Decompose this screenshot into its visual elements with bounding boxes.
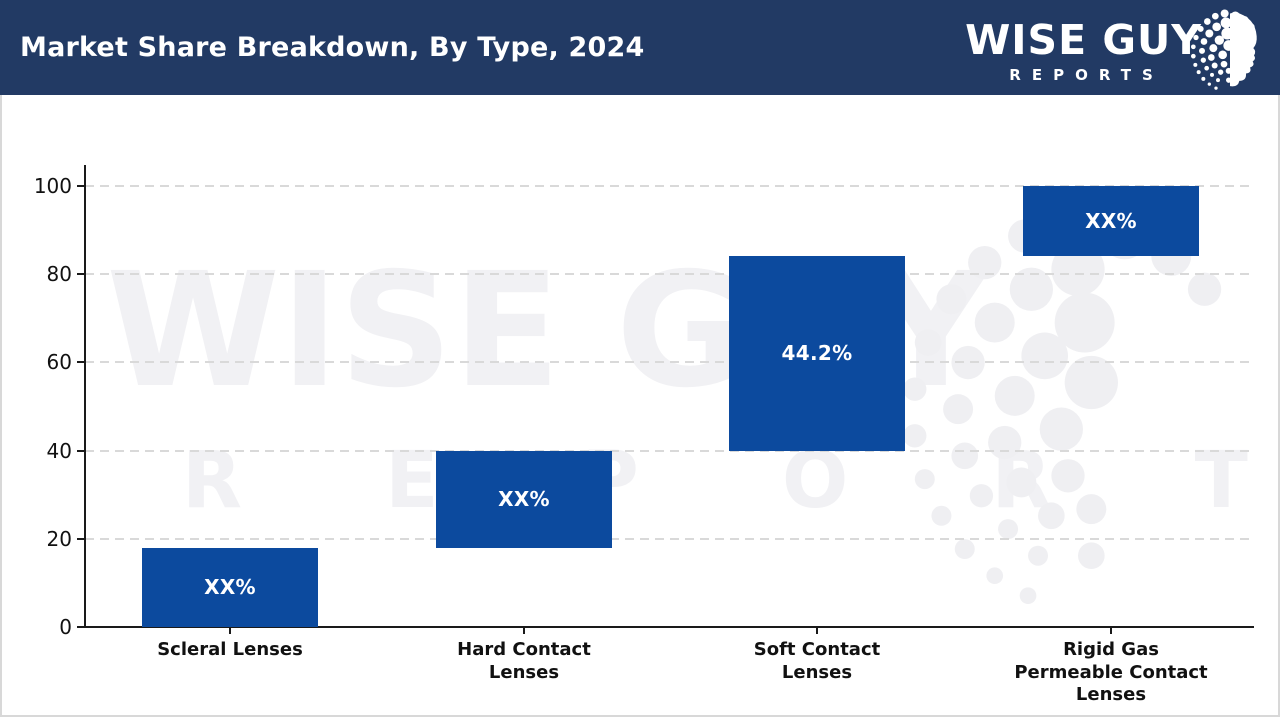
grid-line — [85, 185, 1253, 187]
x-axis-line — [84, 626, 1254, 628]
y-tick-label: 60 — [46, 350, 72, 375]
wiseguy-logo: WISE GUY REPORTS — [965, 8, 1266, 95]
y-tick-mark — [77, 361, 85, 364]
x-tick-mark — [816, 627, 818, 634]
bar-value-label: XX% — [498, 487, 550, 512]
card-border-bottom — [0, 715, 1280, 717]
category-label: Hard Contact Lenses — [457, 639, 591, 683]
x-tick-mark — [1110, 627, 1112, 634]
grid-line — [85, 449, 1253, 452]
category-label: Scleral Lenses — [157, 639, 303, 660]
y-tick-label: 0 — [59, 615, 72, 639]
logo-wordmark: WISE GUY — [965, 16, 1202, 65]
logo-text: WISE GUY REPORTS — [965, 16, 1202, 84]
bar-value-label: 44.2% — [781, 341, 853, 366]
chart-title: Market Share Breakdown, By Type, 2024 — [20, 32, 645, 63]
y-axis-line — [84, 165, 86, 628]
bar-value-label: XX% — [204, 575, 256, 600]
grid-line — [85, 361, 1253, 364]
y-tick-label: 80 — [46, 262, 72, 287]
y-tick-label: 100 — [33, 174, 72, 198]
logo-subtitle: REPORTS — [1009, 65, 1164, 84]
bar: 44.2% — [729, 255, 905, 451]
y-tick-mark — [77, 185, 85, 187]
category-label: Soft Contact Lenses — [753, 639, 881, 683]
bar: XX% — [1023, 186, 1199, 256]
bar: XX% — [436, 450, 612, 548]
x-tick-mark — [229, 627, 231, 634]
card-border-right — [1278, 95, 1280, 717]
header-bar: Market Share Breakdown, By Type, 2024 WI… — [0, 0, 1280, 95]
y-tick-mark — [77, 449, 85, 452]
x-tick-mark — [523, 627, 525, 634]
y-tick-mark — [77, 626, 85, 628]
category-label: Rigid Gas Permeable Contact Lenses — [1014, 639, 1208, 705]
grid-line — [85, 273, 1253, 276]
y-tick-mark — [77, 537, 85, 540]
bar: XX% — [142, 547, 318, 627]
grid-line — [85, 537, 1253, 540]
y-tick-mark — [77, 273, 85, 276]
y-tick-label: 40 — [46, 438, 72, 463]
bar-value-label: XX% — [1085, 208, 1137, 233]
y-tick-label: 20 — [46, 526, 72, 551]
card-border-left — [0, 95, 2, 717]
